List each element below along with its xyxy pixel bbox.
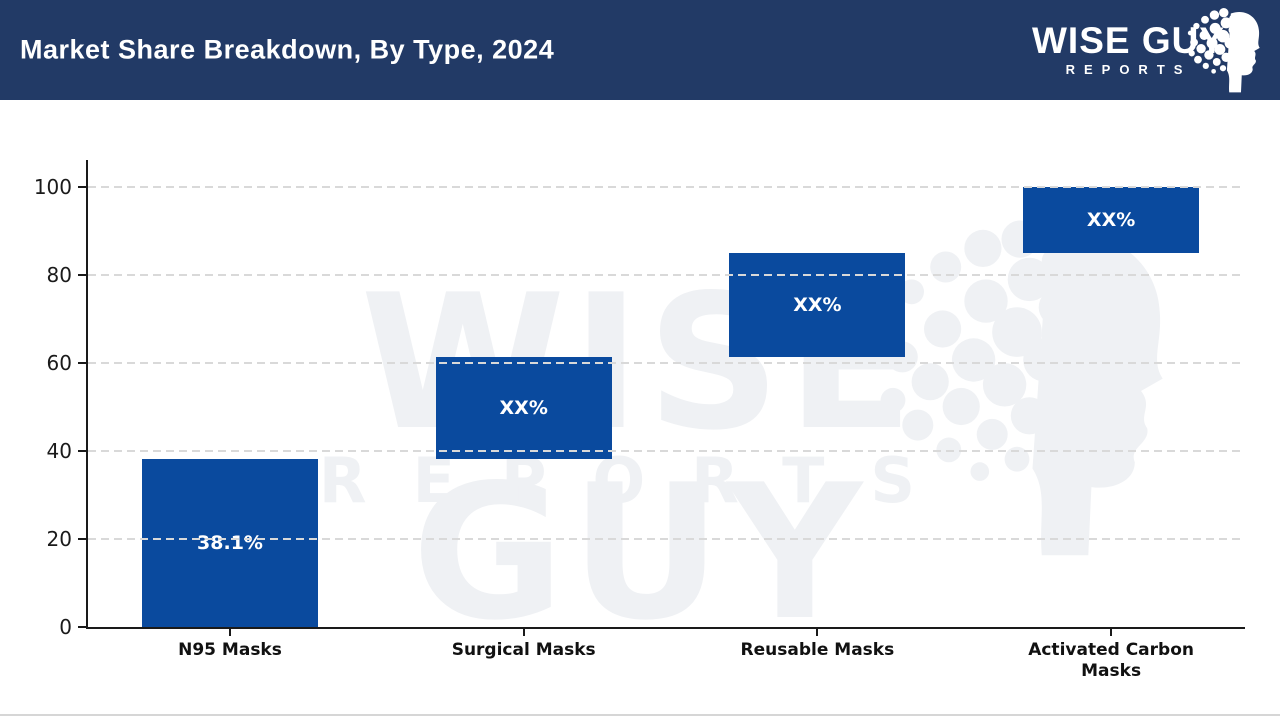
y-gridline-100 (88, 186, 1245, 188)
y-axis-tick (78, 274, 86, 276)
bar-value-label: XX% (1086, 209, 1136, 232)
x-category-label: Activated Carbon Masks (1028, 640, 1194, 681)
y-tick-label: 0 (59, 615, 72, 639)
bottom-divider (0, 714, 1280, 716)
y-tick-label: 40 (46, 439, 72, 463)
x-axis-tick (1110, 629, 1113, 636)
bar-2 (435, 357, 612, 460)
x-axis-line (86, 627, 1245, 629)
y-tick-label: 100 (33, 175, 72, 199)
bar-4 (1023, 187, 1200, 254)
x-axis-tick (229, 629, 231, 636)
bar-3 (729, 253, 906, 358)
y-axis-tick (78, 186, 86, 188)
header-bar: Market Share Breakdown, By Type, 2024 WI… (0, 0, 1280, 100)
y-axis-tick (78, 362, 86, 364)
x-category-label: Surgical Masks (451, 640, 596, 660)
y-tick-label: 80 (46, 263, 72, 287)
bar-value-label: 38.1% (197, 532, 263, 555)
page-title: Market Share Breakdown, By Type, 2024 (20, 34, 555, 65)
bar-value-label: XX% (499, 397, 548, 420)
brand-dotted-face-icon (1187, 8, 1260, 93)
y-gridline-20 (88, 538, 1245, 540)
x-axis-tick (816, 629, 819, 636)
y-tick-label: 20 (46, 527, 72, 551)
y-axis-line (86, 160, 88, 629)
x-category-label: Reusable Masks (740, 640, 895, 660)
bar-1 (142, 459, 318, 627)
x-category-label: N95 Masks (178, 640, 282, 660)
y-axis-tick (78, 626, 86, 628)
y-gridline-40 (88, 450, 1245, 452)
y-gridline-60 (88, 362, 1245, 364)
brand-subname: REPORTS (1065, 62, 1192, 77)
brand-logo: WISE GUY REPORTS (1010, 6, 1266, 94)
watermark-dotted-face-icon (877, 220, 1163, 556)
y-axis-tick (78, 538, 86, 540)
y-axis-tick (78, 450, 86, 452)
y-tick-label: 60 (46, 351, 72, 375)
y-gridline-80 (88, 274, 1245, 276)
bar-value-label: XX% (793, 294, 842, 317)
x-axis-tick (522, 629, 525, 636)
watermark-text-line2: REPORTS (318, 444, 962, 517)
